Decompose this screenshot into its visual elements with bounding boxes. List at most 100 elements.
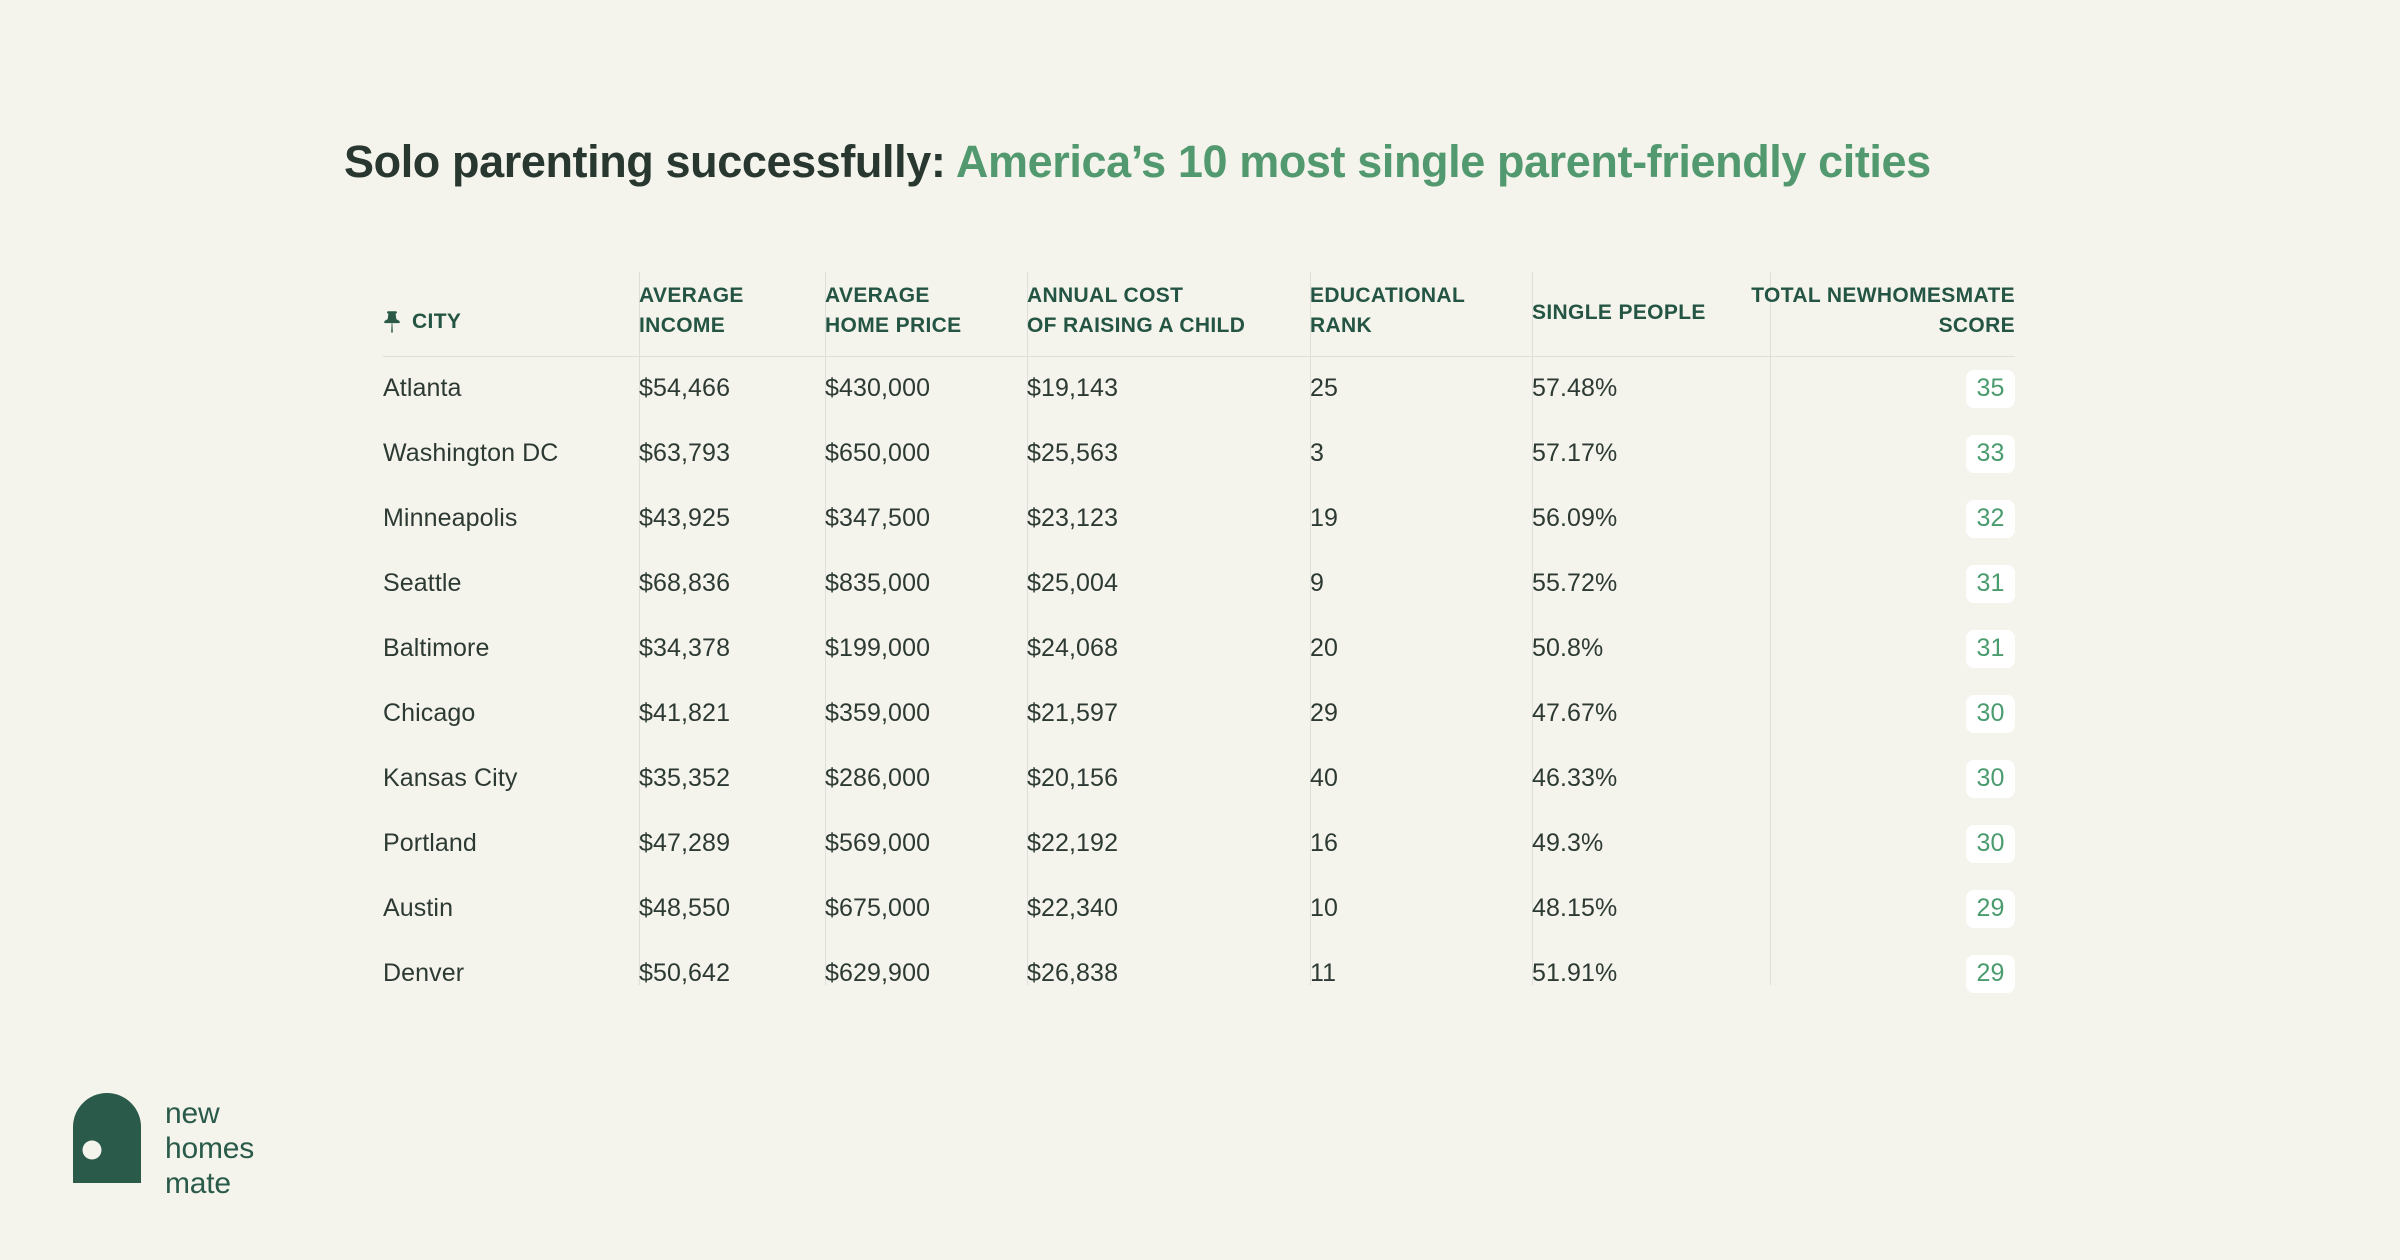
column-header-annual-cost-of-raising-a-child[interactable]: ANNUAL COST OF RAISING A CHILD xyxy=(1027,272,1310,356)
table-row[interactable]: Kansas City $35,352 $286,000 $20,156 40 … xyxy=(383,746,2015,811)
cell-score: 31 xyxy=(1770,616,2015,681)
column-header-average-income[interactable]: AVERAGE INCOME xyxy=(639,272,825,356)
pin-icon xyxy=(384,311,400,333)
cell-annual-cost: $24,068 xyxy=(1027,634,1119,662)
status-badge: 30 xyxy=(1966,824,2015,863)
cell-single-people: 46.33% xyxy=(1532,764,1618,792)
column-header-average-home-price[interactable]: AVERAGE HOME PRICE xyxy=(825,272,1027,356)
table-row[interactable]: Denver $50,642 $629,900 $26,838 11 51.91… xyxy=(383,941,2015,1006)
page-title: Solo parenting successfully: America’s 1… xyxy=(344,136,2144,188)
cell-average-income: $50,642 xyxy=(639,959,731,987)
column-header-educational-rank[interactable]: EDUCATIONAL RANK xyxy=(1310,272,1532,356)
cell-annual-cost: $20,156 xyxy=(1027,764,1119,792)
cell-single-people: 55.72% xyxy=(1532,569,1618,597)
status-badge: 29 xyxy=(1966,889,2015,928)
cell-city: Atlanta xyxy=(383,374,462,402)
table-row[interactable]: Portland $47,289 $569,000 $22,192 16 49.… xyxy=(383,811,2015,876)
table-header-row: CITY AVERAGE INCOME AVERAGE HOME PRICE A… xyxy=(383,272,2015,356)
cell-average-income: $48,550 xyxy=(639,894,731,922)
cell-average-income: $34,378 xyxy=(639,634,731,662)
cell-average-home-price: $199,000 xyxy=(825,634,931,662)
cell-average-home-price: $430,000 xyxy=(825,374,931,402)
cell-annual-cost: $21,597 xyxy=(1027,699,1119,727)
table-row[interactable]: Chicago $41,821 $359,000 $21,597 29 47.6… xyxy=(383,681,2015,746)
title-lead: Solo parenting successfully: xyxy=(344,136,946,187)
cell-score: 29 xyxy=(1770,941,2015,1006)
cell-city: Austin xyxy=(383,894,454,922)
rankings-table: CITY AVERAGE INCOME AVERAGE HOME PRICE A… xyxy=(383,272,2015,1006)
cell-score: 30 xyxy=(1770,746,2015,811)
header-line: OF RAISING A CHILD xyxy=(1027,313,1246,337)
cell-educational-rank: 20 xyxy=(1310,634,1339,662)
table-row[interactable]: Minneapolis $43,925 $347,500 $23,123 19 … xyxy=(383,486,2015,551)
cell-score: 33 xyxy=(1770,421,2015,486)
status-badge: 30 xyxy=(1966,694,2015,733)
cell-score: 30 xyxy=(1770,811,2015,876)
column-divider xyxy=(639,272,640,985)
header-line: SCORE xyxy=(1938,313,2015,337)
cell-average-home-price: $347,500 xyxy=(825,504,931,532)
cell-average-home-price: $650,000 xyxy=(825,439,931,467)
logo-line-3: mate xyxy=(165,1167,231,1201)
table-row[interactable]: Atlanta $54,466 $430,000 $19,143 25 57.4… xyxy=(383,356,2015,421)
table-row[interactable]: Seattle $68,836 $835,000 $25,004 9 55.72… xyxy=(383,551,2015,616)
column-header-single-people[interactable]: SINGLE PEOPLE xyxy=(1532,272,1770,356)
header-line: SINGLE PEOPLE xyxy=(1532,301,1706,324)
cell-city: Kansas City xyxy=(383,764,518,792)
cell-educational-rank: 16 xyxy=(1310,829,1339,857)
cell-annual-cost: $22,340 xyxy=(1027,894,1119,922)
header-line: AVERAGE xyxy=(639,284,744,307)
logo-wordmark: new homes mate xyxy=(165,1093,254,1201)
cell-city: Seattle xyxy=(383,569,462,597)
cell-average-income: $43,925 xyxy=(639,504,731,532)
cell-average-income: $41,821 xyxy=(639,699,731,727)
cell-educational-rank: 9 xyxy=(1310,569,1325,597)
cell-single-people: 47.67% xyxy=(1532,699,1618,727)
cell-city: Denver xyxy=(383,959,465,987)
cell-average-home-price: $675,000 xyxy=(825,894,931,922)
status-badge: 29 xyxy=(1966,954,2015,993)
cell-single-people: 48.15% xyxy=(1532,894,1618,922)
cell-score: 29 xyxy=(1770,876,2015,941)
cell-average-home-price: $835,000 xyxy=(825,569,931,597)
cell-average-income: $68,836 xyxy=(639,569,731,597)
status-badge: 33 xyxy=(1966,434,2015,473)
cell-single-people: 49.3% xyxy=(1532,829,1604,857)
column-header-total-newhomesmate-score[interactable]: TOTAL NEWHOMESMATE SCORE xyxy=(1751,272,2015,356)
cell-annual-cost: $25,563 xyxy=(1027,439,1119,467)
cell-average-income: $54,466 xyxy=(639,374,731,402)
header-divider xyxy=(383,356,2015,357)
table-row[interactable]: Austin $48,550 $675,000 $22,340 10 48.15… xyxy=(383,876,2015,941)
cell-annual-cost: $22,192 xyxy=(1027,829,1119,857)
cell-single-people: 50.8% xyxy=(1532,634,1604,662)
status-badge: 30 xyxy=(1966,759,2015,798)
column-divider xyxy=(825,272,826,985)
header-line: TOTAL NEWHOMESMATE xyxy=(1751,284,2015,307)
cell-city: Baltimore xyxy=(383,634,490,662)
cell-single-people: 56.09% xyxy=(1532,504,1618,532)
cell-city: Chicago xyxy=(383,699,476,727)
header-line: AVERAGE xyxy=(825,284,930,307)
cell-average-home-price: $359,000 xyxy=(825,699,931,727)
status-badge: 31 xyxy=(1966,629,2015,668)
status-badge: 35 xyxy=(1966,369,2015,408)
cell-average-income: $35,352 xyxy=(639,764,731,792)
cell-city: Portland xyxy=(383,829,477,857)
cell-average-home-price: $286,000 xyxy=(825,764,931,792)
column-header-city[interactable]: CITY xyxy=(383,272,639,356)
cell-educational-rank: 19 xyxy=(1310,504,1339,532)
cell-average-income: $63,793 xyxy=(639,439,731,467)
column-divider xyxy=(1027,272,1028,985)
cell-average-home-price: $569,000 xyxy=(825,829,931,857)
cell-single-people: 57.48% xyxy=(1532,374,1618,402)
table-row[interactable]: Baltimore $34,378 $199,000 $24,068 20 50… xyxy=(383,616,2015,681)
logo-line-1: new xyxy=(165,1097,220,1130)
column-divider xyxy=(1532,272,1533,985)
column-header-city-label: CITY xyxy=(412,310,462,333)
header-line: INCOME xyxy=(639,313,726,337)
table-row[interactable]: Washington DC $63,793 $650,000 $25,563 3… xyxy=(383,421,2015,486)
cell-single-people: 57.17% xyxy=(1532,439,1618,467)
cell-score: 32 xyxy=(1770,486,2015,551)
cell-annual-cost: $25,004 xyxy=(1027,569,1119,597)
cell-score: 31 xyxy=(1770,551,2015,616)
